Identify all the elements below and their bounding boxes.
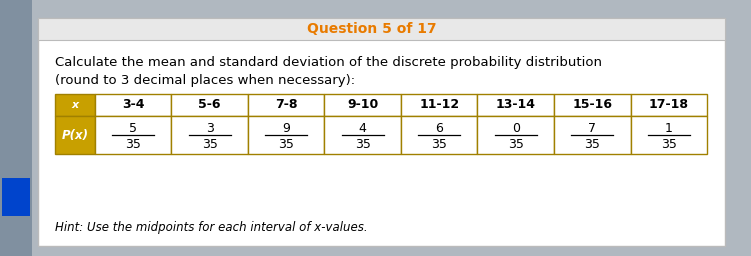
Bar — [401, 116, 478, 154]
Bar — [324, 94, 401, 116]
Bar — [324, 116, 401, 154]
Text: Question 5 of 17: Question 5 of 17 — [306, 22, 436, 36]
Text: 6: 6 — [436, 122, 443, 134]
Text: 3: 3 — [206, 122, 213, 134]
Text: 7-8: 7-8 — [275, 99, 297, 112]
Bar — [171, 94, 248, 116]
Text: 35: 35 — [661, 137, 677, 151]
Bar — [631, 94, 707, 116]
Bar — [554, 94, 631, 116]
Bar — [56, 94, 95, 116]
Text: Calculate the mean and standard deviation of the discrete probability distributi: Calculate the mean and standard deviatio… — [56, 56, 602, 69]
Bar — [38, 18, 725, 246]
Bar — [171, 116, 248, 154]
Text: 9-10: 9-10 — [347, 99, 379, 112]
Bar — [248, 116, 324, 154]
Text: 0: 0 — [511, 122, 520, 134]
Text: 15-16: 15-16 — [572, 99, 612, 112]
Text: P(x): P(x) — [62, 129, 89, 142]
Text: 4: 4 — [359, 122, 366, 134]
Bar — [2, 178, 30, 216]
Text: 35: 35 — [125, 137, 141, 151]
Text: 35: 35 — [202, 137, 218, 151]
Bar — [95, 94, 171, 116]
Text: 9: 9 — [282, 122, 290, 134]
Text: 35: 35 — [508, 137, 523, 151]
Bar — [478, 116, 554, 154]
Bar — [554, 116, 631, 154]
Bar — [631, 116, 707, 154]
Text: Hint: Use the midpoints for each interval of x-values.: Hint: Use the midpoints for each interva… — [56, 221, 368, 234]
Text: 35: 35 — [354, 137, 371, 151]
Text: 7: 7 — [588, 122, 596, 134]
Text: 5-6: 5-6 — [198, 99, 221, 112]
Text: 5: 5 — [129, 122, 137, 134]
Text: 35: 35 — [279, 137, 294, 151]
Bar — [95, 116, 171, 154]
Bar — [56, 116, 95, 154]
Bar — [401, 94, 478, 116]
Text: 1: 1 — [665, 122, 673, 134]
Bar — [0, 0, 32, 256]
Text: (round to 3 decimal places when necessary):: (round to 3 decimal places when necessar… — [56, 74, 355, 87]
Bar — [248, 94, 324, 116]
Text: 35: 35 — [584, 137, 600, 151]
Bar — [38, 18, 725, 40]
Text: 35: 35 — [431, 137, 447, 151]
Text: 3-4: 3-4 — [122, 99, 144, 112]
Text: 11-12: 11-12 — [419, 99, 460, 112]
Text: 17-18: 17-18 — [649, 99, 689, 112]
Text: x: x — [71, 100, 79, 110]
Bar — [478, 94, 554, 116]
Text: 13-14: 13-14 — [496, 99, 535, 112]
